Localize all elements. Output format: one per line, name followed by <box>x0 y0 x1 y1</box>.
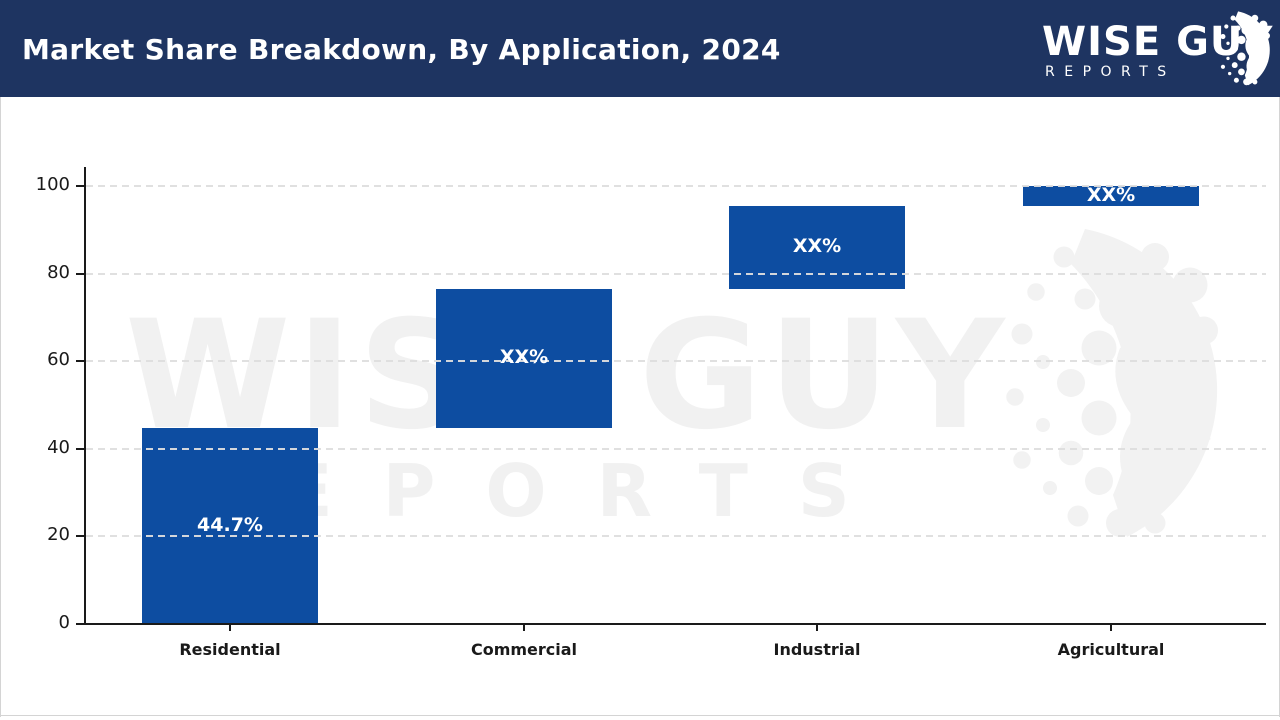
bottom-border-line <box>0 715 1280 716</box>
x-tick-label-residential: Residential <box>179 639 281 659</box>
x-tick-mark-commercial <box>523 623 525 631</box>
bar-value-label: XX% <box>792 235 842 258</box>
y-tick-label-20: 20 <box>47 524 70 545</box>
bar-industrial <box>729 205 905 289</box>
y-tick-label-80: 80 <box>47 261 70 283</box>
x-tick-mark-industrial <box>816 623 818 631</box>
gridline-20 <box>86 535 1266 537</box>
bar-agricultural <box>1023 186 1199 206</box>
x-tick-label-commercial: Commercial <box>470 639 578 659</box>
y-axis-line <box>84 167 86 625</box>
gridline-40 <box>86 447 1266 450</box>
bar-residential <box>142 427 318 624</box>
y-tick-mark-40 <box>76 447 85 450</box>
title-band: Market Share Breakdown, By Application, … <box>0 0 1280 97</box>
x-tick-mark-residential <box>229 623 231 631</box>
y-tick-label-60: 60 <box>47 349 70 370</box>
y-tick-label-0: 0 <box>58 611 70 633</box>
y-tick-mark-0 <box>76 622 85 625</box>
gridline-100 <box>86 185 1266 187</box>
x-tick-label-industrial: Industrial <box>773 639 861 659</box>
plot-area: WISE GUY REPORTS 44.7% XX% XX% XX% 0 20 40 60 80… <box>0 97 1280 720</box>
chart-title: Market Share Breakdown, By Application, … <box>22 33 781 66</box>
dotted-head-icon <box>1219 11 1270 86</box>
watermark-dotted-head-icon <box>1006 229 1218 537</box>
logo-text: WISE GUY REPORTS <box>1042 22 1273 80</box>
x-tick-mark-agricultural <box>1110 623 1112 631</box>
logo-subtitle: REPORTS <box>1045 64 1176 80</box>
logo-wordmark: WISE GUY <box>1042 19 1274 65</box>
y-tick-mark-20 <box>76 535 85 537</box>
y-tick-mark-80 <box>76 272 85 275</box>
y-tick-label-100: 100 <box>35 174 70 195</box>
gridline-80 <box>86 272 1266 275</box>
y-tick-label-40: 40 <box>47 436 70 458</box>
gridline-60 <box>86 360 1266 362</box>
bar-commercial <box>436 288 612 428</box>
bar-value-label: XX% <box>499 346 549 369</box>
wise-guy-reports-logo: WISE GUY REPORTS <box>1014 6 1272 92</box>
bar-value-label: 44.7% <box>197 513 263 536</box>
bar-value-label: XX% <box>1086 183 1136 206</box>
x-tick-label-agricultural: Agricultural <box>1057 639 1165 659</box>
y-tick-mark-100 <box>76 185 85 187</box>
x-axis-line <box>84 622 1266 625</box>
y-tick-mark-60 <box>76 360 85 362</box>
left-border-line <box>0 97 1 717</box>
